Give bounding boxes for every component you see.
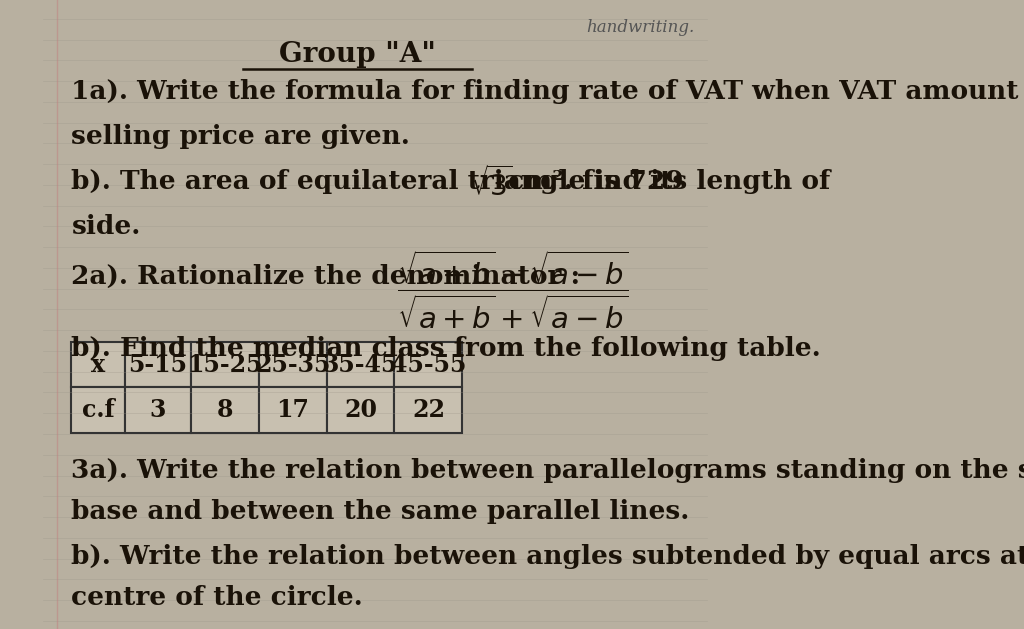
Text: 25-35: 25-35: [255, 353, 331, 377]
Bar: [125, 342, 190, 387]
Text: 20: 20: [344, 398, 377, 422]
Text: 1a). Write the formula for finding rate of VAT when VAT amount &: 1a). Write the formula for finding rate …: [72, 79, 1024, 104]
Text: x: x: [91, 353, 105, 377]
Bar: [327, 342, 394, 387]
Text: $\dfrac{\sqrt{a+b}-\sqrt{a-b}}{\sqrt{a+b}+\sqrt{a-b}}$: $\dfrac{\sqrt{a+b}-\sqrt{a-b}}{\sqrt{a+b…: [396, 248, 628, 331]
Text: centre of the circle.: centre of the circle.: [72, 585, 364, 610]
Text: handwriting.: handwriting.: [586, 19, 694, 36]
Text: cm². find its length of: cm². find its length of: [499, 169, 830, 194]
Text: Group "A": Group "A": [279, 41, 436, 68]
Bar: [327, 387, 394, 433]
Text: 8: 8: [216, 398, 233, 422]
Bar: [394, 342, 463, 387]
Bar: [190, 342, 259, 387]
Text: base and between the same parallel lines.: base and between the same parallel lines…: [72, 499, 690, 524]
Text: 45-55: 45-55: [391, 353, 466, 377]
Bar: [72, 342, 125, 387]
Text: $\sqrt{3}$: $\sqrt{3}$: [470, 166, 513, 202]
Text: 35-45: 35-45: [323, 353, 398, 377]
Text: 3a). Write the relation between parallelograms standing on the same: 3a). Write the relation between parallel…: [72, 458, 1024, 483]
Bar: [190, 387, 259, 433]
Bar: [259, 342, 327, 387]
Text: side.: side.: [72, 214, 141, 240]
Bar: [125, 387, 190, 433]
Text: 17: 17: [276, 398, 309, 422]
Bar: [72, 387, 125, 433]
Bar: [394, 387, 463, 433]
Text: 15-25: 15-25: [187, 353, 262, 377]
Text: 5-15: 5-15: [128, 353, 187, 377]
Text: b). The area of equilateral triangle is 729: b). The area of equilateral triangle is …: [72, 169, 684, 194]
Text: 2a). Rationalize the denominator :: 2a). Rationalize the denominator :: [72, 264, 581, 289]
Text: c.f: c.f: [82, 398, 115, 422]
Text: b). Find the median class from the following table.: b). Find the median class from the follo…: [72, 336, 821, 361]
Text: b). Write the relation between angles subtended by equal arcs at the: b). Write the relation between angles su…: [72, 544, 1024, 569]
Text: 3: 3: [150, 398, 166, 422]
Text: 22: 22: [412, 398, 444, 422]
Text: selling price are given.: selling price are given.: [72, 124, 411, 149]
Bar: [259, 387, 327, 433]
